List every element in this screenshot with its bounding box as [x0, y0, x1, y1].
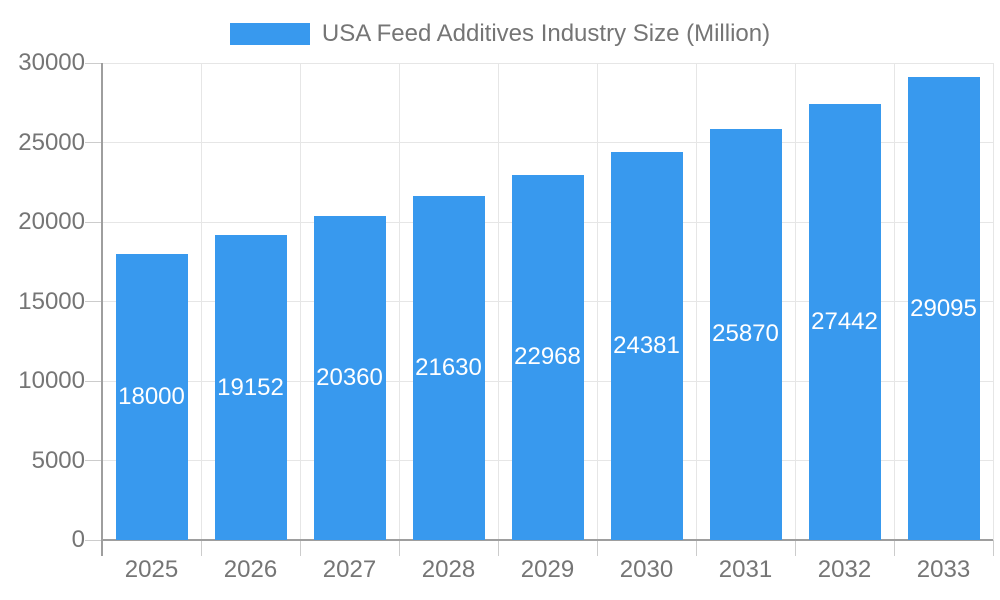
bar-value-label: 25870 [712, 320, 779, 348]
x-axis-tick-label: 2033 [916, 556, 971, 583]
x-gridline [200, 63, 202, 540]
y-axis-tick-label: 30000 [18, 49, 85, 76]
bar[interactable]: 21630 [412, 196, 485, 540]
x-axis-tick [695, 540, 697, 556]
y-axis-tick [85, 460, 102, 461]
x-axis-tick-label: 2026 [223, 556, 278, 583]
bar-value-label: 19152 [217, 373, 284, 401]
bar-value-label: 27442 [811, 307, 878, 335]
x-axis-tick-label: 2025 [124, 556, 179, 583]
x-axis-tick [200, 540, 202, 556]
x-axis-line [102, 539, 993, 541]
bar[interactable]: 19152 [214, 235, 287, 540]
x-axis-tick [893, 540, 895, 556]
y-axis-tick-label: 20000 [18, 208, 85, 235]
y-axis-tick-label: 25000 [18, 128, 85, 156]
legend-label: USA Feed Additives Industry Size (Millio… [321, 20, 771, 47]
bar[interactable]: 18000 [115, 253, 188, 540]
x-axis-tick [398, 540, 400, 556]
x-axis-tick-label: 2030 [619, 556, 674, 583]
y-axis-tick-label: 5000 [31, 446, 85, 474]
x-gridline [992, 63, 994, 540]
y-axis-tick-label: 0 [71, 526, 85, 553]
bar-value-label: 22968 [514, 343, 581, 371]
bar[interactable]: 22968 [511, 174, 584, 540]
x-gridline [497, 63, 499, 540]
y-axis-tick-label: 10000 [18, 367, 85, 394]
bar[interactable]: 24381 [610, 152, 683, 540]
bar[interactable]: 20360 [313, 216, 386, 540]
x-axis-tick [497, 540, 499, 556]
y-axis-line [101, 63, 103, 556]
y-axis-tick-label: 15000 [18, 287, 85, 315]
y-gridline [102, 142, 993, 143]
x-gridline [695, 63, 697, 540]
bar-value-label: 21630 [415, 354, 482, 382]
y-axis-tick [85, 301, 102, 302]
bar-value-label: 24381 [613, 332, 680, 360]
x-gridline [398, 63, 400, 540]
legend-swatch-icon [229, 23, 310, 45]
bar-value-label: 18000 [118, 382, 185, 410]
x-axis-tick-label: 2027 [322, 556, 377, 583]
y-axis-tick [85, 380, 102, 382]
x-axis-tick-label: 2032 [817, 556, 872, 583]
chart-legend[interactable]: USA Feed Additives Industry Size (Millio… [0, 20, 1000, 48]
bar-value-label: 20360 [316, 364, 383, 392]
x-axis-tick-label: 2029 [520, 556, 575, 583]
x-axis-tick [992, 540, 994, 556]
bar[interactable]: 25870 [709, 128, 782, 540]
x-axis-tick [794, 540, 796, 556]
x-gridline [893, 63, 895, 540]
y-axis-tick [85, 142, 102, 143]
y-gridline [102, 62, 993, 64]
bar[interactable]: 29095 [907, 77, 980, 540]
x-axis-tick [299, 540, 301, 556]
y-axis-tick [85, 221, 102, 223]
x-gridline [794, 63, 796, 540]
bar-value-label: 29095 [910, 294, 977, 322]
x-axis-tick-label: 2031 [718, 556, 773, 583]
bar[interactable]: 27442 [808, 103, 881, 540]
y-axis-tick [85, 539, 102, 541]
x-gridline [596, 63, 598, 540]
x-gridline [299, 63, 301, 540]
x-axis-tick [596, 540, 598, 556]
y-axis-tick [85, 62, 102, 64]
x-axis-tick-label: 2028 [421, 556, 476, 583]
